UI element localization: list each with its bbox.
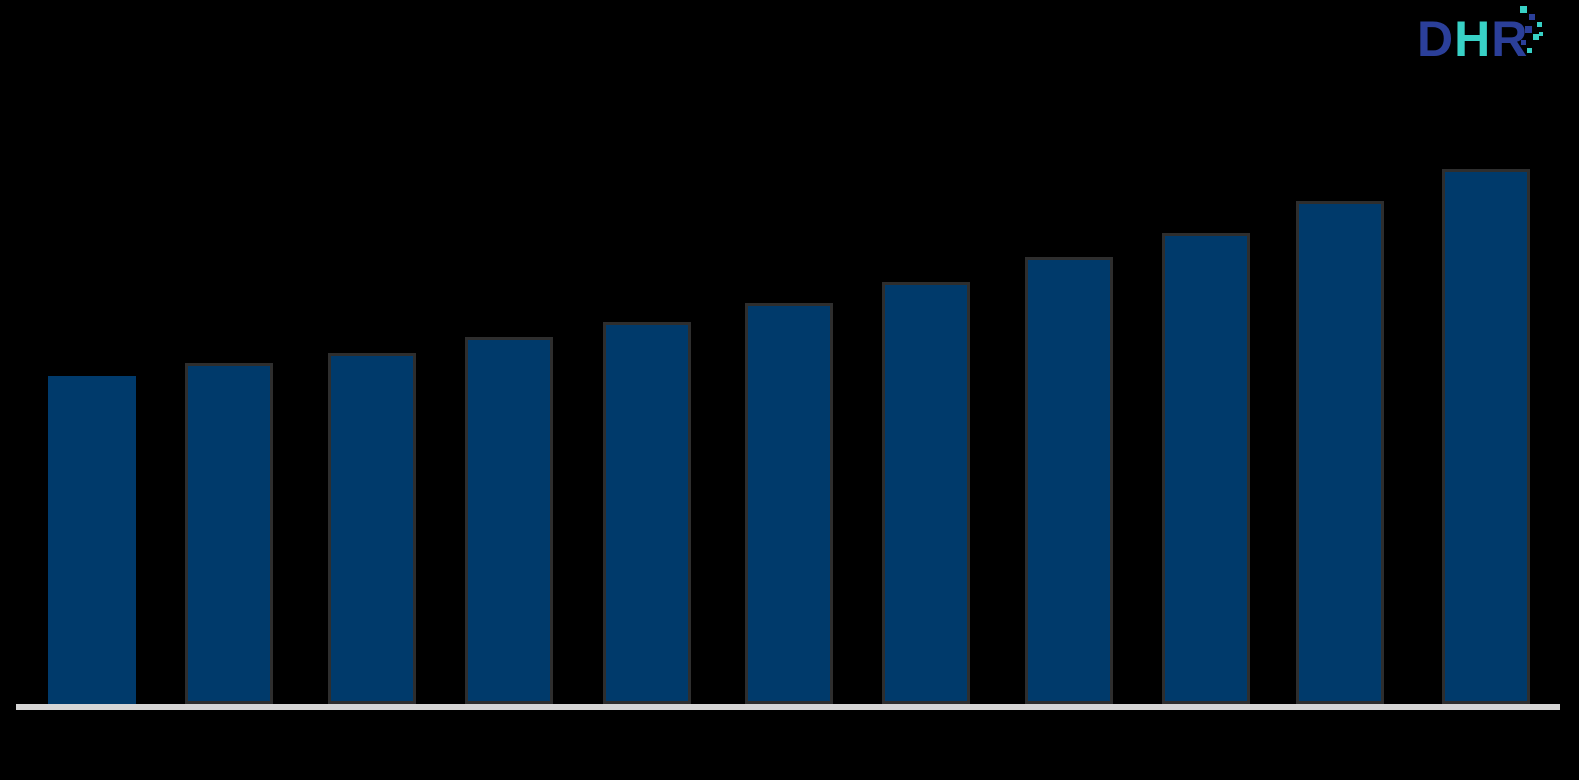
logo-pixel-7 bbox=[1539, 32, 1543, 36]
bar-4 bbox=[465, 337, 553, 704]
bar-7 bbox=[882, 282, 970, 704]
logo-pixel-2 bbox=[1529, 14, 1535, 20]
logo-letter-r: R bbox=[1491, 11, 1529, 67]
brand-logo-text: DHR bbox=[1417, 10, 1528, 68]
x-axis-line bbox=[16, 704, 1560, 710]
bar-5 bbox=[603, 322, 691, 704]
logo-letter-d: D bbox=[1417, 11, 1455, 67]
bar-11 bbox=[1442, 169, 1530, 704]
logo-pixel-8 bbox=[1527, 48, 1532, 53]
bar-3 bbox=[328, 353, 416, 704]
bar-6 bbox=[745, 303, 833, 704]
bar-1 bbox=[48, 376, 136, 704]
bar-10 bbox=[1296, 201, 1384, 704]
logo-pixel-3 bbox=[1537, 22, 1542, 27]
bar-9 bbox=[1162, 233, 1250, 704]
logo-pixel-5 bbox=[1533, 34, 1539, 40]
logo-letter-h: H bbox=[1454, 11, 1492, 67]
logo-pixel-1 bbox=[1520, 6, 1527, 13]
brand-logo: DHR bbox=[1417, 6, 1547, 68]
bar-2 bbox=[185, 363, 273, 704]
logo-pixel-6 bbox=[1521, 40, 1526, 45]
bar-8 bbox=[1025, 257, 1113, 704]
logo-pixel-4 bbox=[1525, 26, 1532, 33]
